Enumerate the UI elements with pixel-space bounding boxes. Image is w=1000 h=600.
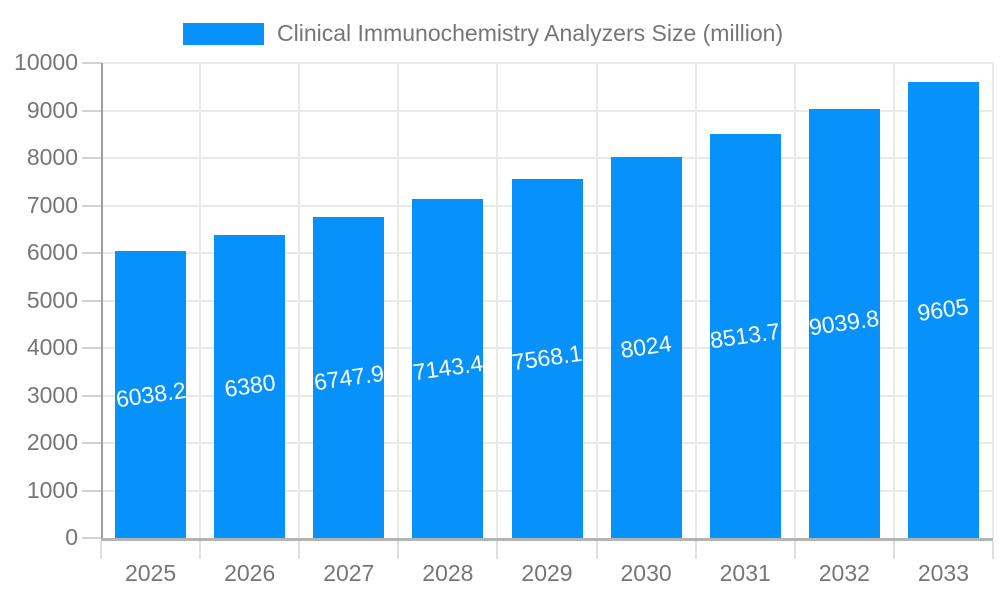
x-axis-tick [992, 541, 994, 559]
x-axis-tick [397, 541, 400, 559]
legend-label: Clinical Immunochemistry Analyzers Size … [277, 20, 784, 46]
y-tick-label: 6000 [26, 239, 78, 265]
y-gridline [101, 109, 993, 112]
x-tick-label: 2032 [818, 560, 870, 586]
y-axis-tick [82, 157, 101, 159]
x-axis-tick [595, 541, 598, 559]
x-tick-label: 2028 [422, 560, 474, 586]
y-tick-label: 7000 [26, 191, 78, 218]
y-axis-tick [82, 394, 101, 397]
bar-2027[interactable] [313, 217, 385, 538]
x-gridline [694, 63, 697, 538]
x-gridline [992, 63, 994, 538]
y-tick-label: 9000 [26, 96, 78, 123]
bar-2026[interactable] [214, 234, 286, 538]
y-axis-tick [82, 62, 101, 64]
y-tick-label: 4000 [26, 334, 78, 360]
x-axis-tick [496, 541, 499, 559]
bar-2025[interactable] [115, 251, 187, 538]
x-tick-label: 2027 [323, 560, 375, 586]
x-gridline [793, 63, 796, 538]
bar-2028[interactable] [412, 198, 484, 538]
y-gridline [101, 157, 993, 159]
y-axis-line [101, 63, 103, 538]
x-axis-tick [199, 541, 202, 559]
y-tick-label: 1000 [26, 476, 78, 503]
legend-swatch [183, 22, 264, 45]
legend-item[interactable]: Clinical Immunochemistry Analyzers Size … [183, 20, 783, 47]
x-axis-line [101, 538, 993, 541]
x-gridline [298, 63, 301, 538]
y-axis-tick [82, 252, 101, 254]
x-axis-tick [298, 541, 301, 559]
y-axis-tick [82, 537, 101, 539]
y-tick-label: 0 [65, 524, 78, 550]
y-tick-label: 10000 [14, 49, 78, 75]
y-tick-label: 2000 [26, 429, 78, 455]
x-gridline [595, 63, 598, 538]
x-tick-label: 2033 [917, 560, 970, 586]
y-axis-tick [82, 442, 101, 444]
x-axis-tick [694, 541, 697, 559]
x-gridline [892, 63, 895, 538]
y-axis-tick [82, 347, 101, 349]
bar-2032[interactable] [808, 108, 880, 538]
y-axis-tick [82, 299, 101, 302]
x-tick-label: 2030 [620, 560, 672, 586]
y-tick-label: 3000 [26, 381, 78, 408]
y-axis-tick [82, 204, 101, 207]
x-axis-tick [100, 541, 102, 559]
x-gridline [397, 63, 400, 538]
y-tick-label: 5000 [26, 286, 78, 313]
x-tick-label: 2029 [521, 560, 573, 586]
x-tick-label: 2031 [719, 560, 771, 586]
x-axis-tick [793, 541, 796, 559]
bar-2033[interactable] [907, 81, 979, 538]
y-gridline [101, 62, 993, 64]
bar-2029[interactable] [511, 178, 583, 538]
x-axis-tick [892, 541, 895, 559]
bar-2030[interactable] [610, 156, 682, 538]
x-tick-label: 2025 [124, 560, 177, 586]
y-axis-tick [82, 109, 101, 112]
x-tick-label: 2026 [224, 560, 276, 586]
y-tick-label: 8000 [26, 144, 78, 170]
x-gridline [496, 63, 499, 538]
x-gridline [199, 63, 202, 538]
bar-2031[interactable] [709, 133, 781, 538]
y-axis-tick [82, 489, 101, 492]
